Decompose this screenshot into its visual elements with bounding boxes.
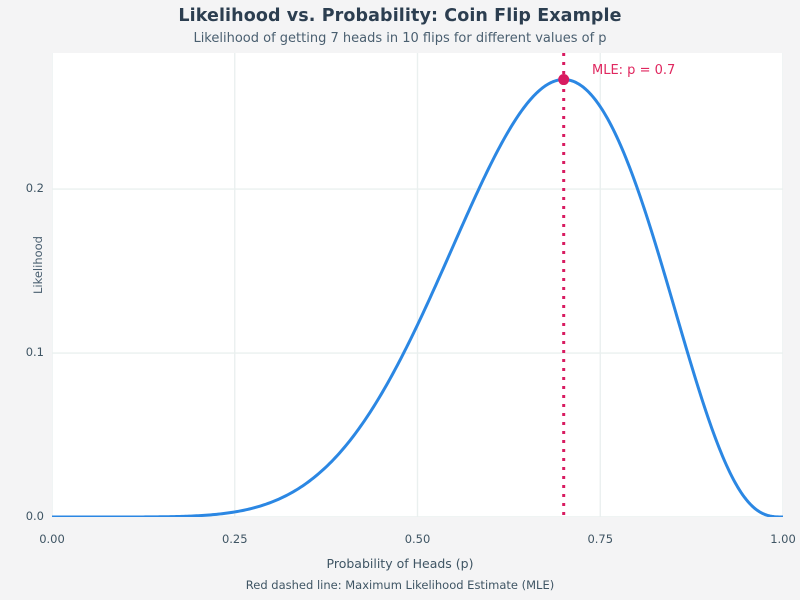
chart-title: Likelihood vs. Probability: Coin Flip Ex… xyxy=(178,6,622,26)
likelihood-curve-svg xyxy=(52,53,783,517)
x-axis-label: Probability of Heads (p) xyxy=(326,556,474,571)
y-axis-label: Likelihood xyxy=(31,236,45,294)
mle-peak-marker xyxy=(558,74,570,86)
x-axis-tick-label: 0.25 xyxy=(221,532,248,546)
likelihood-line xyxy=(52,78,783,517)
plot-area xyxy=(52,53,783,517)
x-axis-tick-label: 1.00 xyxy=(770,532,796,546)
y-axis-tick-label: 0.2 xyxy=(25,181,44,196)
x-axis-tick-label: 0.75 xyxy=(587,532,614,546)
y-axis-tick-label: 0.0 xyxy=(25,509,44,523)
x-axis-tick-label: 0.50 xyxy=(404,532,431,546)
chart-subtitle: Likelihood of getting 7 heads in 10 flip… xyxy=(193,31,607,46)
y-axis-tick-label: 0.1 xyxy=(25,345,44,360)
chart-caption: Red dashed line: Maximum Likelihood Esti… xyxy=(245,578,555,592)
x-axis-tick-label: 0.00 xyxy=(39,532,65,546)
mle-annotation-label: MLE: p = 0.7 xyxy=(592,63,676,78)
